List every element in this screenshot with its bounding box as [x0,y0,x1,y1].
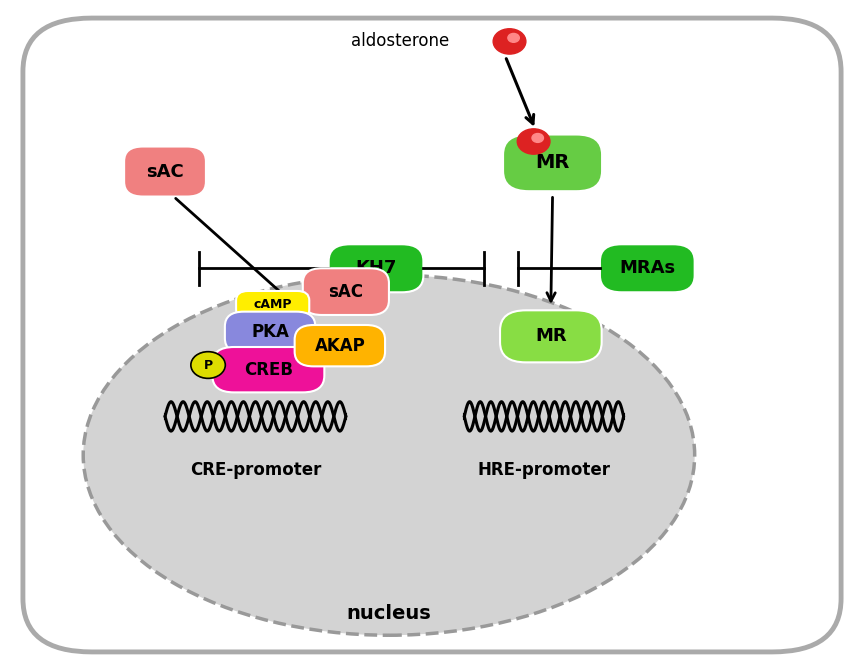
FancyBboxPatch shape [23,18,841,652]
Circle shape [532,133,543,143]
FancyBboxPatch shape [328,245,423,292]
FancyBboxPatch shape [236,291,309,319]
Ellipse shape [83,275,695,635]
Text: KH7: KH7 [355,259,397,277]
Circle shape [191,352,226,379]
Circle shape [508,34,519,42]
FancyBboxPatch shape [295,325,385,366]
Circle shape [518,129,550,154]
FancyBboxPatch shape [600,245,695,292]
Text: MR: MR [536,153,569,172]
FancyBboxPatch shape [503,135,602,191]
Text: cAMP: cAMP [253,298,292,312]
Text: AKAP: AKAP [314,337,365,354]
Text: aldosterone: aldosterone [351,32,449,50]
Text: sAC: sAC [146,163,184,180]
FancyBboxPatch shape [500,310,601,362]
Text: nucleus: nucleus [346,604,431,623]
FancyBboxPatch shape [213,347,324,393]
Text: MRAs: MRAs [619,259,676,277]
Text: HRE-promoter: HRE-promoter [478,461,611,479]
Text: PKA: PKA [251,324,289,341]
FancyBboxPatch shape [124,147,206,196]
Text: CRE-promoter: CRE-promoter [190,461,321,479]
Text: CREB: CREB [244,360,293,379]
Text: sAC: sAC [328,283,364,301]
FancyBboxPatch shape [225,312,315,353]
Circle shape [493,29,526,54]
FancyBboxPatch shape [302,268,389,315]
Text: P: P [204,358,213,372]
Text: MR: MR [535,328,567,345]
